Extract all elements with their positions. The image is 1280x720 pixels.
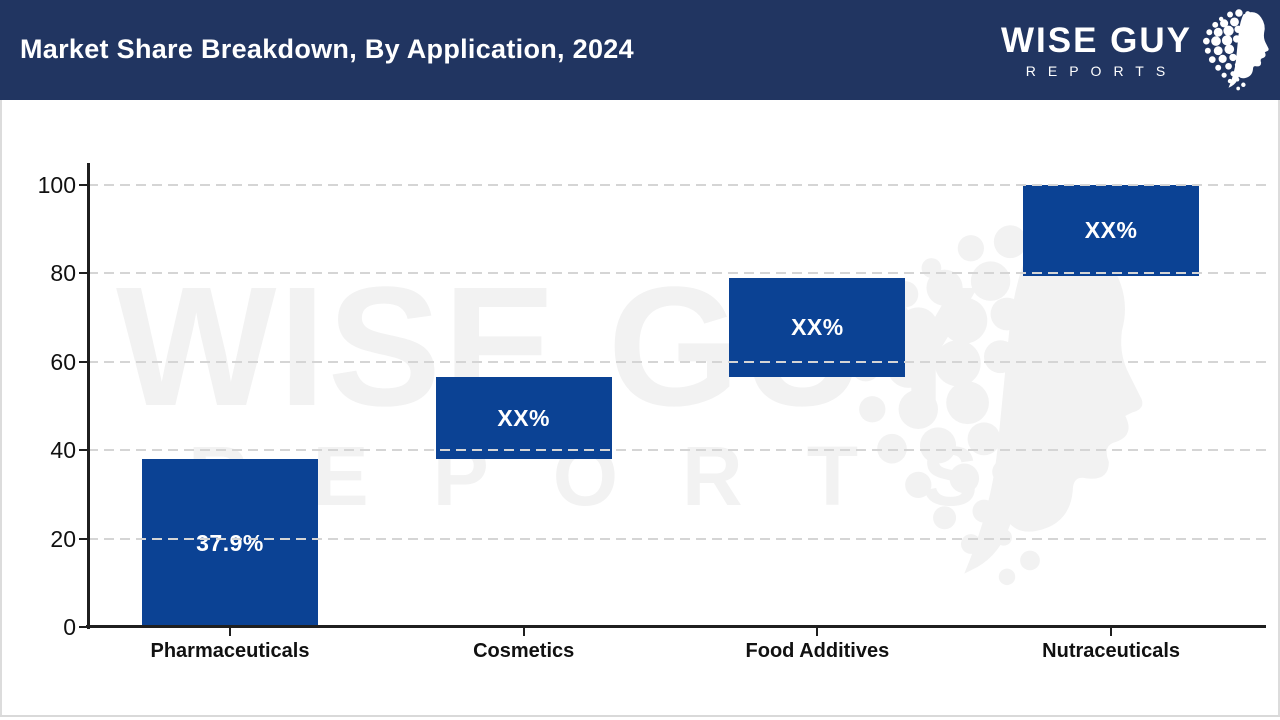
y-tick-label-20: 20 bbox=[18, 525, 76, 553]
y-tick-label-100-text: 100 bbox=[37, 172, 76, 198]
y-tick-100 bbox=[79, 184, 88, 186]
y-tick-label-40: 40 bbox=[18, 436, 76, 464]
dotted-head-icon bbox=[1203, 9, 1269, 91]
y-axis-line bbox=[87, 163, 90, 629]
category-label-2: Food Additives bbox=[667, 640, 967, 663]
bottom-border bbox=[0, 715, 1280, 717]
y-tick-60 bbox=[79, 360, 88, 363]
bar-food-additives: XX% bbox=[729, 277, 906, 377]
y-tick-label-60: 60 bbox=[18, 348, 76, 376]
bar-cosmetics-text: XX% bbox=[497, 404, 550, 431]
content-frame bbox=[0, 100, 1280, 715]
y-tick-label-0: 0 bbox=[18, 613, 76, 641]
category-label-1-text: Cosmetics bbox=[473, 640, 575, 662]
y-tick-80 bbox=[79, 272, 88, 275]
y-tick-label-100: 100 bbox=[18, 171, 76, 199]
y-tick-label-20-text: 20 bbox=[50, 525, 76, 552]
x-tick-3 bbox=[1110, 627, 1113, 636]
x-tick-2 bbox=[816, 627, 819, 636]
category-label-3: Nutraceuticals bbox=[961, 640, 1261, 663]
y-tick-0 bbox=[79, 626, 88, 628]
x-tick-1 bbox=[522, 627, 525, 636]
gridline-80 bbox=[88, 272, 1266, 275]
gridline-100 bbox=[88, 184, 1266, 186]
y-tick-label-40-text: 40 bbox=[50, 437, 76, 464]
category-label-0-text: Pharmaceuticals bbox=[150, 640, 310, 662]
category-label-3-text: Nutraceuticals bbox=[1042, 640, 1181, 662]
y-tick-20 bbox=[79, 537, 88, 540]
page-title: Market Share Breakdown, By Application, … bbox=[20, 34, 634, 64]
category-label-1: Cosmetics bbox=[374, 640, 674, 663]
bar-pharmaceuticals: 37.9% bbox=[142, 459, 318, 627]
logo-subtitle: REPORTS bbox=[1025, 63, 1178, 79]
bar-nutraceuticals: XX% bbox=[1023, 185, 1200, 276]
y-tick-40 bbox=[79, 449, 88, 452]
y-tick-label-0-text: 0 bbox=[63, 614, 76, 640]
y-tick-label-60-text: 60 bbox=[50, 348, 76, 375]
y-tick-label-80-text: 80 bbox=[50, 260, 76, 287]
bar-food-additives-text: XX% bbox=[791, 313, 844, 340]
bar-nutraceuticals-text: XX% bbox=[1084, 216, 1138, 243]
logo-text: WISE GUY REPORTS bbox=[1001, 21, 1192, 79]
header-band: Market Share Breakdown, By Application, … bbox=[0, 0, 1280, 100]
x-tick-0 bbox=[229, 627, 231, 636]
y-tick-label-80: 80 bbox=[18, 259, 76, 287]
gridline-20 bbox=[88, 537, 1266, 540]
gridline-60 bbox=[88, 360, 1266, 363]
bar-cosmetics: XX% bbox=[435, 376, 612, 460]
bar-pharmaceuticals-text: 37.9% bbox=[196, 529, 264, 556]
x-axis-line bbox=[86, 625, 1266, 628]
wise-guy-reports-logo: WISE GUY REPORTS bbox=[1001, 6, 1270, 94]
category-label-0: Pharmaceuticals bbox=[80, 640, 380, 663]
category-label-2-text: Food Additives bbox=[745, 640, 890, 662]
gridline-40 bbox=[88, 449, 1266, 452]
logo-wordmark: WISE GUY bbox=[1000, 21, 1192, 60]
